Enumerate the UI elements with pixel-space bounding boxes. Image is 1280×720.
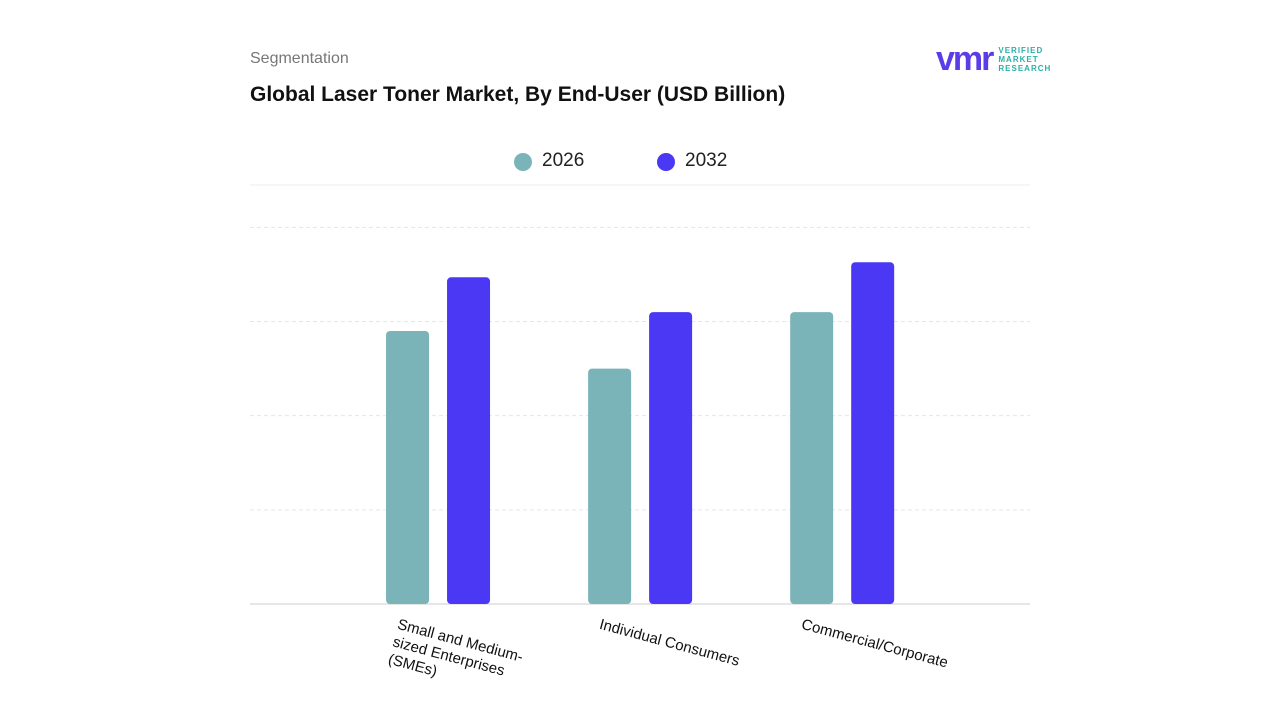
chart-title: Global Laser Toner Market, By End-User (… (250, 83, 786, 106)
legend-label: 2032 (685, 150, 728, 171)
logo-line: RESEARCH (998, 63, 1052, 73)
logo-line: VERIFIED (998, 45, 1044, 55)
logo-mark: vmr (936, 40, 994, 78)
bar (851, 262, 895, 604)
bar (649, 312, 693, 604)
logo-words: VERIFIED MARKET RESEARCH (998, 46, 1051, 73)
legend-label: 2026 (542, 150, 585, 171)
legend-swatch (657, 153, 675, 171)
bar (447, 277, 491, 604)
logo-line: MARKET (998, 54, 1039, 64)
section-label: Segmentation (250, 50, 349, 67)
logo: vmr VERIFIED MARKET RESEARCH (936, 40, 1051, 78)
legend-swatch (514, 153, 532, 171)
bar (386, 330, 430, 604)
bar (588, 368, 632, 604)
bar (790, 312, 834, 604)
